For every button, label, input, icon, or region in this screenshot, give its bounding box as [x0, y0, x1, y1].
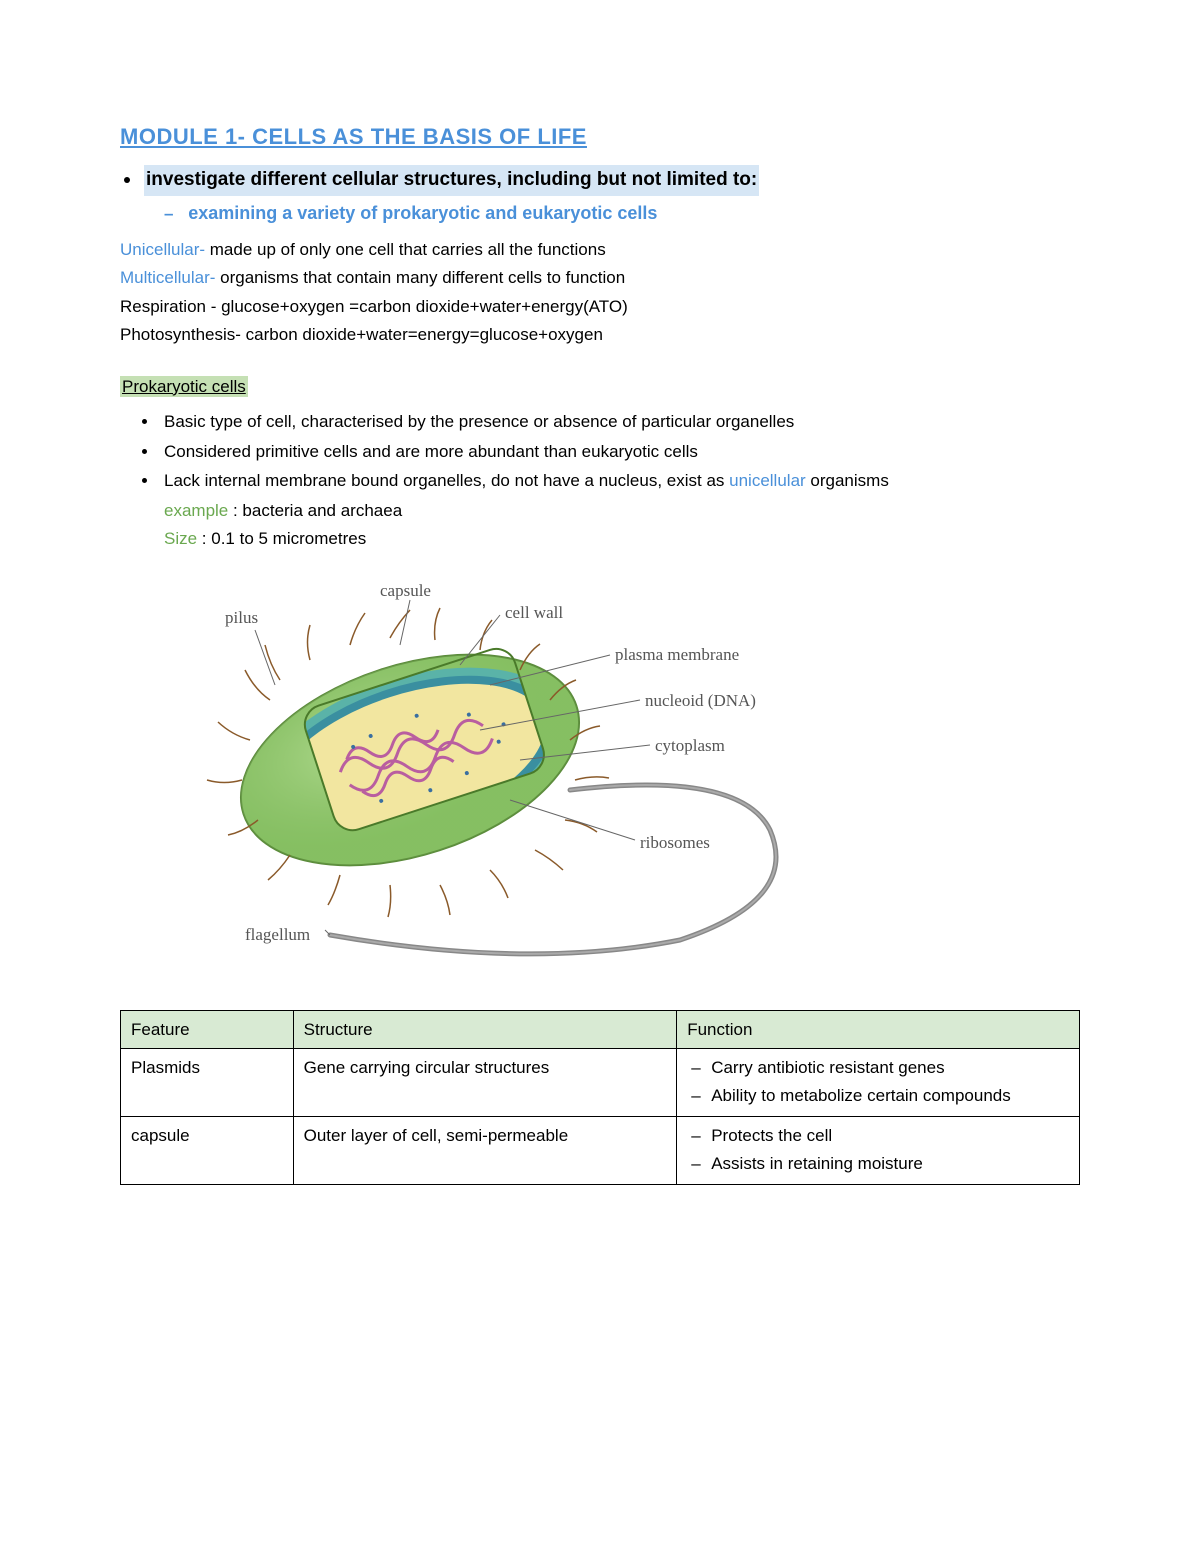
cell-function: Protects the cellAssists in retaining mo…	[677, 1117, 1080, 1185]
cell-function: Carry antibiotic resistant genesAbility …	[677, 1049, 1080, 1117]
table-row: capsuleOuter layer of cell, semi-permeab…	[121, 1117, 1080, 1185]
function-item: Assists in retaining moisture	[711, 1151, 1069, 1177]
def-multicellular-text: organisms that contain many different ce…	[215, 268, 625, 287]
def-photosynthesis: Photosynthesis- carbon dioxide+water=ene…	[120, 322, 1080, 348]
bullet3-part-b: organisms	[806, 471, 889, 490]
cell-svg	[180, 570, 820, 970]
def-unicellular: Unicellular- made up of only one cell th…	[120, 237, 1080, 263]
th-structure: Structure	[293, 1010, 677, 1049]
cell-feature: Plasmids	[121, 1049, 294, 1117]
cell-structure: Gene carrying circular structures	[293, 1049, 677, 1117]
list-item: Basic type of cell, characterised by the…	[164, 409, 1080, 435]
label-cellwall: cell wall	[505, 600, 563, 626]
list-item: Considered primitive cells and are more …	[164, 439, 1080, 465]
unicellular-link: unicellular	[729, 471, 806, 490]
example-line: example : bacteria and archaea	[164, 498, 1080, 524]
def-respiration: Respiration - glucose+oxygen =carbon dio…	[120, 294, 1080, 320]
label-ribosomes: ribosomes	[640, 830, 710, 856]
def-unicellular-text: made up of only one cell that carries al…	[205, 240, 606, 259]
label-plasma: plasma membrane	[615, 642, 739, 668]
cell-feature: capsule	[121, 1117, 294, 1185]
label-nucleoid: nucleoid (DNA)	[645, 688, 756, 714]
label-flagellum: flagellum	[245, 922, 310, 948]
sub-outcome-row: – examining a variety of prokaryotic and…	[164, 200, 1080, 227]
outcome-text: investigate different cellular structure…	[144, 165, 759, 196]
example-label: example	[164, 501, 228, 520]
prokaryote-diagram: pilus capsule cell wall plasma membrane …	[180, 570, 820, 970]
th-feature: Feature	[121, 1010, 294, 1049]
term-unicellular: Unicellular-	[120, 240, 205, 259]
function-item: Ability to metabolize certain compounds	[711, 1083, 1069, 1109]
features-table: Feature Structure Function PlasmidsGene …	[120, 1010, 1080, 1186]
th-function: Function	[677, 1010, 1080, 1049]
cell-structure: Outer layer of cell, semi-permeable	[293, 1117, 677, 1185]
function-item: Carry antibiotic resistant genes	[711, 1055, 1069, 1081]
function-item: Protects the cell	[711, 1123, 1069, 1149]
def-multicellular: Multicellular- organisms that contain ma…	[120, 265, 1080, 291]
list-item: Lack internal membrane bound organelles,…	[164, 468, 1080, 494]
bullet-dot	[124, 177, 130, 183]
notes-list: Basic type of cell, characterised by the…	[164, 409, 1080, 494]
section-heading: Prokaryotic cells	[120, 376, 248, 397]
term-multicellular: Multicellular-	[120, 268, 215, 287]
table-row: PlasmidsGene carrying circular structure…	[121, 1049, 1080, 1117]
size-line: Size : 0.1 to 5 micrometres	[164, 526, 1080, 552]
label-cytoplasm: cytoplasm	[655, 733, 725, 759]
dash-icon: –	[164, 204, 173, 223]
page-title: MODULE 1- CELLS AS THE BASIS OF LIFE	[120, 120, 1080, 153]
label-pilus: pilus	[225, 605, 258, 631]
sub-outcome-text: examining a variety of prokaryotic and e…	[188, 203, 657, 223]
bullet3-part-a: Lack internal membrane bound organelles,…	[164, 471, 729, 490]
label-capsule: capsule	[380, 578, 431, 604]
example-text: : bacteria and archaea	[228, 501, 402, 520]
outcome-row: investigate different cellular structure…	[120, 165, 1080, 196]
size-label: Size	[164, 529, 197, 548]
size-text: : 0.1 to 5 micrometres	[197, 529, 366, 548]
